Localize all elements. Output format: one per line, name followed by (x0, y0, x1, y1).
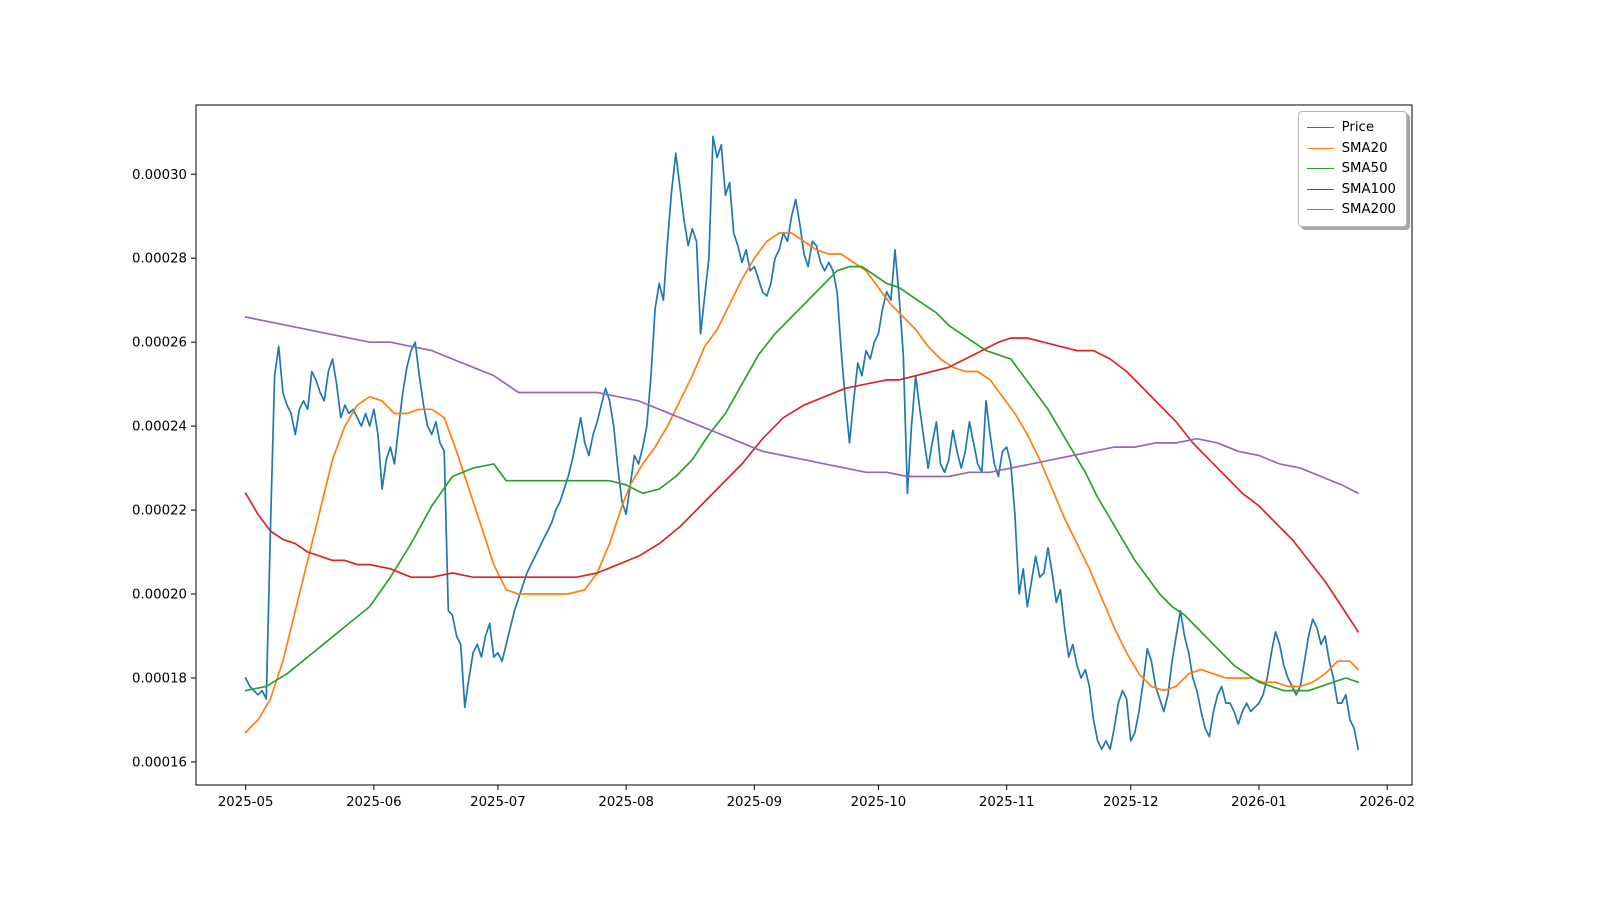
legend-item-sma20: SMA20 (1306, 139, 1396, 159)
plot-border (195, 104, 1413, 786)
y-tick-label: 0.00024 (132, 420, 187, 435)
legend-item-sma50: SMA50 (1306, 159, 1396, 179)
y-tick-label: 0.00026 (132, 336, 187, 351)
y-tick-label: 0.00020 (132, 588, 187, 603)
y-tick-label: 0.00018 (132, 671, 187, 686)
legend-label-sma200: SMA200 (1341, 202, 1396, 218)
y-tick-label: 0.00016 (132, 755, 187, 770)
legend-label-sma50: SMA50 (1341, 161, 1388, 177)
x-tick-label: 2026-02 (1359, 795, 1415, 810)
series-line-sma20 (244, 232, 1360, 734)
series-line-sma100 (244, 337, 1360, 633)
legend-label-sma100: SMA100 (1341, 181, 1396, 197)
x-tick-label: 2025-11 (979, 795, 1035, 810)
series-line-price (244, 135, 1360, 751)
sma200-line-swatch (1306, 209, 1334, 211)
x-tick-label: 2025-10 (851, 795, 907, 810)
legend-item-sma200: SMA200 (1306, 200, 1396, 220)
legend-item-sma100: SMA100 (1306, 180, 1396, 200)
x-tick-label: 2025-06 (346, 795, 402, 810)
series-line-sma50 (244, 265, 1360, 692)
y-tick-label: 0.00022 (132, 504, 187, 519)
sma20-line-swatch (1306, 147, 1334, 149)
y-tick-label: 0.00030 (132, 168, 187, 183)
y-tick-label: 0.00028 (132, 252, 187, 267)
sma50-line-swatch (1306, 168, 1334, 170)
x-tick-label: 2025-12 (1103, 795, 1159, 810)
price-line-swatch (1306, 127, 1334, 129)
x-tick-label: 2025-05 (218, 795, 274, 810)
series-line-sma200 (244, 316, 1360, 495)
legend-item-price: Price (1306, 118, 1396, 138)
legend-label-sma20: SMA20 (1341, 140, 1388, 156)
sma100-line-swatch (1306, 188, 1334, 190)
x-tick-label: 2025-08 (598, 795, 654, 810)
x-tick-label: 2025-07 (470, 795, 526, 810)
x-tick-label: 2025-09 (727, 795, 783, 810)
legend: Price SMA20 SMA50 SMA100 SMA200 (1297, 111, 1407, 227)
x-tick-label: 2026-01 (1231, 795, 1287, 810)
legend-label-price: Price (1341, 120, 1375, 136)
